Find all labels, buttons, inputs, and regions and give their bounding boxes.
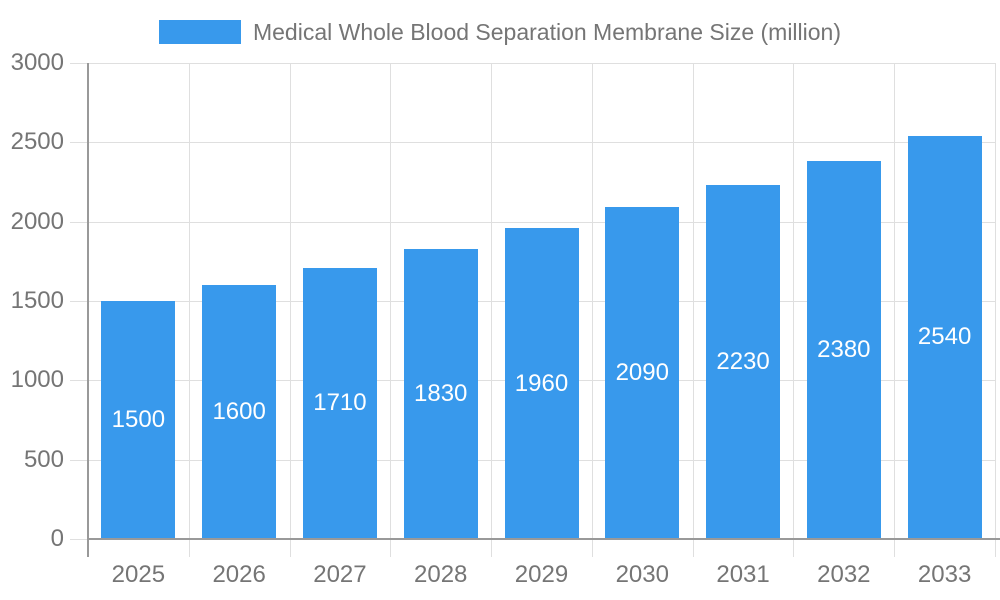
y-axis-tick-label: 0 <box>50 525 64 552</box>
y-axis-tick <box>70 301 88 302</box>
bar <box>302 267 377 539</box>
x-axis-tick-label: 2025 <box>111 561 166 588</box>
y-axis-tick-label: 1000 <box>10 366 64 394</box>
bar-value-label: 1960 <box>514 369 569 397</box>
y-axis-tick-label: 2500 <box>10 128 64 156</box>
y-axis-line <box>87 63 89 557</box>
x-axis-tick-label: 2029 <box>514 561 569 588</box>
x-axis-tick-label: 2028 <box>414 561 468 588</box>
h-gridline <box>88 221 995 223</box>
bar <box>202 285 277 539</box>
bar <box>907 135 982 539</box>
x-axis-tick-label: 2031 <box>716 561 770 588</box>
y-axis-tick <box>70 459 88 461</box>
bar <box>806 161 881 539</box>
h-gridline <box>88 63 995 64</box>
y-axis-tick <box>70 63 88 64</box>
bar <box>504 228 579 539</box>
v-gridline <box>591 63 593 557</box>
bar-value-label: 1830 <box>414 379 468 407</box>
y-axis-tick-label: 2000 <box>10 207 64 235</box>
h-gridline <box>88 142 995 144</box>
x-axis-tick-label: 2033 <box>917 561 972 588</box>
bar <box>403 248 478 539</box>
legend: Medical Whole Blood Separation Membrane … <box>0 19 1000 45</box>
x-axis-tick-label: 2032 <box>817 561 871 588</box>
v-gridline <box>491 63 493 557</box>
y-axis-tick <box>70 380 88 382</box>
y-axis-tick-label: 3000 <box>10 49 64 76</box>
chart-title: Medical Whole Blood Separation Membrane … <box>252 19 842 45</box>
legend-swatch <box>158 20 241 44</box>
y-axis-tick <box>70 539 88 540</box>
bar-value-label: 2540 <box>917 323 972 351</box>
v-gridline <box>793 63 795 557</box>
bar-value-label: 2090 <box>615 359 669 387</box>
v-gridline <box>894 63 896 557</box>
y-axis-tick-label: 1500 <box>10 287 64 314</box>
bar-value-label: 2230 <box>716 348 770 376</box>
bar-value-label: 1500 <box>111 406 166 433</box>
x-axis-tick-label: 2026 <box>212 561 266 588</box>
x-axis-line <box>87 538 1000 540</box>
v-gridline <box>390 63 392 557</box>
bar-value-label: 2380 <box>817 336 871 364</box>
x-axis-tick-label: 2030 <box>615 561 669 588</box>
v-gridline <box>995 63 996 557</box>
bar <box>706 185 781 539</box>
v-gridline <box>289 63 291 557</box>
v-gridline <box>692 63 694 557</box>
x-axis-tick-label: 2027 <box>313 561 367 588</box>
y-axis-tick-label: 500 <box>23 445 64 473</box>
bar-value-label: 1600 <box>212 398 266 426</box>
y-axis-tick <box>70 142 88 144</box>
bar <box>101 301 176 539</box>
v-gridline <box>188 63 190 557</box>
bar-value-label: 1710 <box>313 389 367 417</box>
bar <box>605 207 680 539</box>
y-axis-tick <box>70 221 88 223</box>
